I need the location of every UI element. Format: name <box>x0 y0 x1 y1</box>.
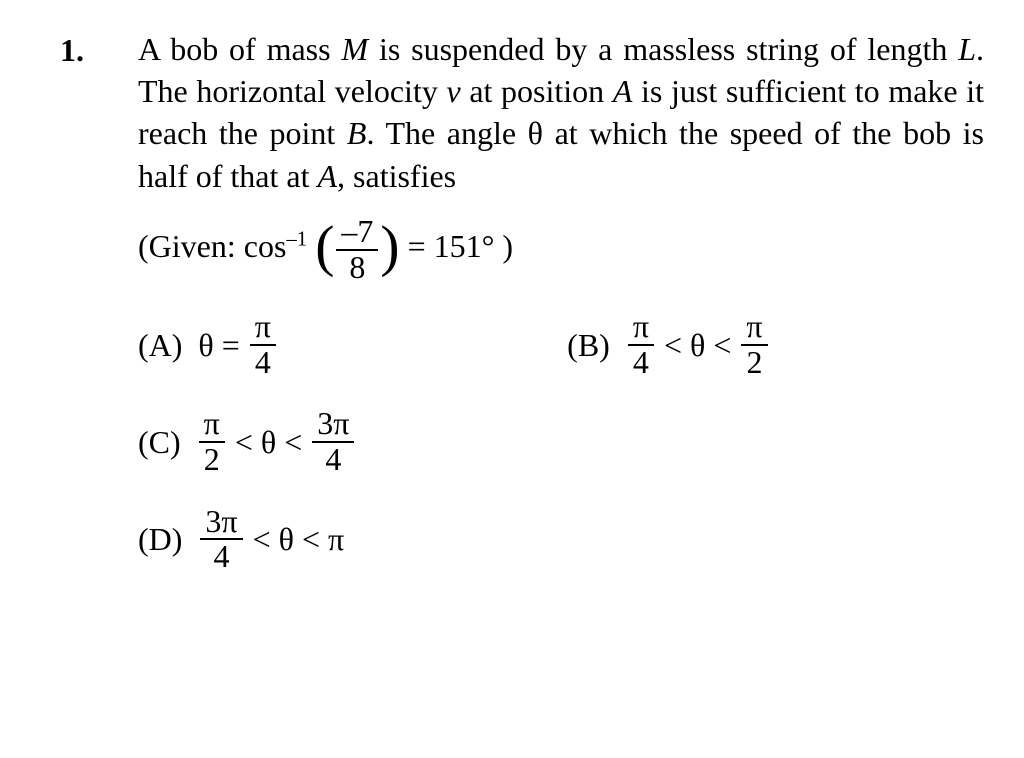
option-C-num2: 3π <box>312 407 354 443</box>
option-A-fraction: π 4 <box>250 310 276 379</box>
option-A-den: 4 <box>250 346 276 380</box>
option-C-num1: π <box>199 407 225 443</box>
option-B-den2: 2 <box>741 346 767 380</box>
option-B: (B) π 4 < θ < π 2 <box>567 310 956 379</box>
option-D-label: (D) <box>138 518 182 560</box>
given-prefix: (Given: cos <box>138 228 286 264</box>
page: 1. A bob of mass M is suspended by a mas… <box>0 0 1024 630</box>
variable-v: v <box>446 73 460 109</box>
question-stem: A bob of mass M is suspended by a massle… <box>138 28 984 197</box>
option-B-fraction-1: π 4 <box>628 310 654 379</box>
question-block: 1. A bob of mass M is suspended by a mas… <box>60 28 984 602</box>
variable-A: A <box>613 73 633 109</box>
option-D-fraction-1: 3π 4 <box>200 505 242 574</box>
option-C-mid: < θ < <box>235 421 302 463</box>
option-A-pre: θ = <box>198 324 239 366</box>
question-number: 1. <box>60 28 138 69</box>
variable-L: L <box>958 31 976 67</box>
option-B-num2: π <box>741 310 767 346</box>
given-fraction-numerator: –7 <box>336 215 378 251</box>
option-A: (A) θ = π 4 <box>138 310 527 379</box>
option-B-den1: 4 <box>628 346 654 380</box>
given-fraction: –7 8 <box>336 215 378 284</box>
variable-B: B <box>347 115 367 151</box>
stem-text: at position <box>461 73 613 109</box>
option-B-mid: < θ < <box>664 324 731 366</box>
option-D: (D) 3π 4 < θ < π <box>138 505 527 574</box>
question-body: A bob of mass M is suspended by a massle… <box>138 28 984 602</box>
option-C-label: (C) <box>138 421 181 463</box>
given-fraction-denominator: 8 <box>336 251 378 285</box>
option-D-num1: 3π <box>200 505 242 541</box>
option-B-fraction-2: π 2 <box>741 310 767 379</box>
option-A-num: π <box>250 310 276 346</box>
option-A-label: (A) <box>138 324 182 366</box>
option-C: (C) π 2 < θ < 3π 4 <box>138 407 527 476</box>
option-B-num1: π <box>628 310 654 346</box>
options-row-1: (A) θ = π 4 (B) π 4 < θ < π <box>138 310 984 379</box>
options-row-2: (C) π 2 < θ < 3π 4 <box>138 407 984 476</box>
option-C-den1: 2 <box>199 443 225 477</box>
option-B-label: (B) <box>567 324 610 366</box>
given-line: (Given: cos–1 ( –7 8 ) = 151° ) <box>138 215 984 284</box>
given-exponent: –1 <box>286 227 307 250</box>
option-C-fraction-2: 3π 4 <box>312 407 354 476</box>
option-C-fraction-1: π 2 <box>199 407 225 476</box>
option-C-den2: 4 <box>312 443 354 477</box>
given-equals: = 151° ) <box>408 228 514 264</box>
stem-text: A bob of mass <box>138 31 341 67</box>
stem-text: is suspended by a massless string of len… <box>368 31 958 67</box>
stem-text: , satisfies <box>337 158 456 194</box>
option-D-den1: 4 <box>200 540 242 574</box>
options-row-3: (D) 3π 4 < θ < π <box>138 505 984 574</box>
variable-A2: A <box>317 158 337 194</box>
option-D-mid: < θ < π <box>253 518 345 560</box>
variable-M: M <box>341 31 368 67</box>
